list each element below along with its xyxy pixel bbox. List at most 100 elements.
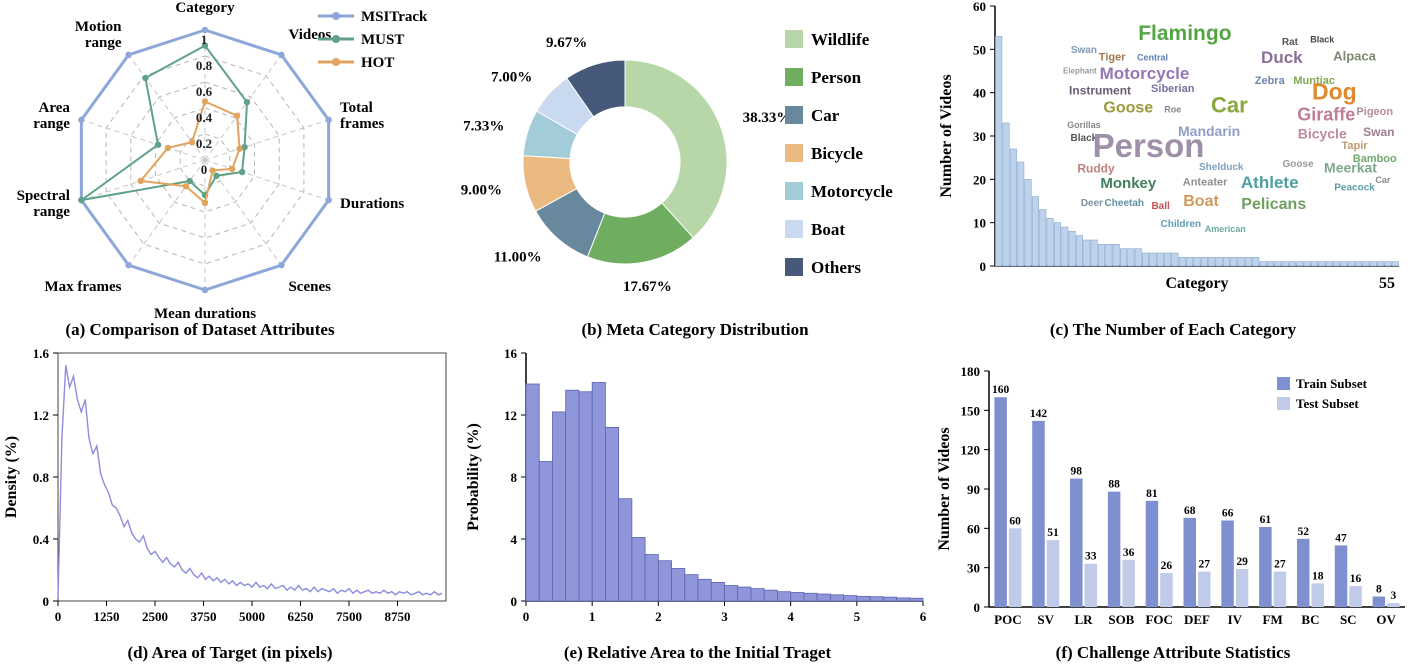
y-tick-label: 50 [973, 42, 986, 57]
bar-value-label: 60 [1009, 515, 1021, 527]
wordcloud-word: Swan [1363, 125, 1394, 139]
bar [1061, 226, 1069, 267]
wordcloud-word: Deer [1081, 198, 1103, 209]
y-tick-label: 20 [973, 172, 986, 187]
bar [1377, 261, 1385, 267]
donut-pct-label: 9.67% [546, 35, 587, 51]
bar [803, 592, 818, 602]
radar-axis-label: Total frames [340, 100, 384, 132]
bar [829, 594, 845, 602]
radar-marker [182, 183, 190, 190]
radar-axis-label: Spectral range [17, 188, 71, 220]
bar [1046, 218, 1054, 267]
bar [697, 578, 712, 602]
bar [882, 596, 897, 602]
bar [1105, 244, 1113, 267]
wordcloud-word: Elephant [1063, 67, 1097, 76]
radar-series [80, 44, 249, 202]
wordcloud-word: Alpaca [1333, 49, 1376, 64]
y-tick-label: 0 [43, 594, 50, 609]
legend-label: Others [811, 258, 861, 277]
bar [1183, 517, 1196, 607]
x-tick-label: 7500 [336, 609, 362, 624]
wordcloud-word: Cheetah [1105, 198, 1144, 209]
bar [684, 574, 699, 602]
radar-marker [325, 196, 332, 204]
grouped-bar-body: 0 30 60 90 120 150 180 160 60 POC 142 51 SV 98 33 LR 88 3… [936, 364, 1405, 627]
bar [1303, 261, 1311, 267]
x-tick-label: 8750 [385, 609, 411, 624]
bar [1252, 257, 1260, 267]
bar [1084, 563, 1098, 607]
panel-c-category-bar: 0 10 20 30 40 50 60 Number of Videos Category 55 F… [935, 0, 1411, 345]
wordcloud-word: Swan [1071, 45, 1097, 56]
donut-pct-label: 7.33% [463, 119, 504, 135]
radar-marker [325, 116, 332, 124]
radar-axis-label: Durations [340, 196, 404, 212]
radar-marker [154, 141, 162, 148]
wordcloud-word: Ruddy [1077, 161, 1115, 175]
y-tick-label: 180 [961, 364, 981, 379]
bar [763, 589, 778, 602]
bar [1070, 478, 1083, 607]
caption-e: (e) Relative Area to the Initial Traget [563, 643, 832, 662]
bar [552, 411, 567, 602]
bar [1230, 257, 1238, 267]
bar [724, 585, 739, 602]
bar [1122, 559, 1135, 607]
bar-value-label: 27 [1274, 559, 1286, 571]
radar-marker [241, 143, 248, 151]
x-category-label: POC [994, 612, 1021, 627]
bar [1160, 572, 1173, 607]
wordcloud-word: Flamingo [1138, 22, 1231, 45]
wordcloud-word: Giraffe [1297, 104, 1355, 124]
donut-slice [624, 59, 728, 239]
legend-label: Car [811, 106, 840, 125]
radar-marker [201, 42, 209, 49]
wordcloud-word: Motorcycle [1100, 64, 1190, 83]
bar [1186, 257, 1194, 267]
radar-tick-label: 0 [201, 162, 208, 177]
bar [1171, 252, 1179, 267]
radar-marker [213, 172, 220, 179]
radar-spoke [204, 119, 329, 161]
bar [1017, 161, 1025, 267]
bar-value-label: 52 [1297, 526, 1309, 538]
bar [565, 389, 580, 602]
y-tick-label: 0 [980, 259, 987, 274]
bar [1369, 261, 1377, 267]
x-category-label: SC [1340, 612, 1357, 627]
legend-label: MSITrack [361, 9, 428, 25]
bar [1296, 261, 1304, 267]
wordcloud-word: Rat [1282, 37, 1299, 48]
bar [1039, 209, 1047, 267]
bar [1031, 196, 1039, 267]
legend-swatch [1277, 397, 1290, 410]
bar [1266, 261, 1274, 267]
radar-axis-label: Videos [288, 27, 331, 43]
y-tick-label: 1.6 [33, 346, 50, 361]
legend-marker [332, 35, 340, 43]
bar [591, 382, 606, 602]
x-tick-label: 4 [787, 609, 794, 624]
wordcloud-word: Person [1093, 127, 1205, 164]
panel-f-grouped-bar: 0 30 60 90 120 150 180 160 60 POC 142 51 SV 98 33 LR 88 3… [935, 345, 1411, 669]
bar-value-label: 98 [1071, 466, 1083, 478]
legend-swatch [785, 106, 803, 124]
wordcloud-word: Pigeon [1356, 106, 1393, 118]
bar [1372, 596, 1386, 607]
bar [909, 597, 924, 602]
radar-spoke [81, 119, 206, 161]
x-tick-label: 0 [523, 609, 530, 624]
legend-swatch [1277, 377, 1290, 390]
bar [1384, 261, 1392, 267]
bar [1107, 491, 1121, 607]
caption-a: (a) Comparison of Dataset Attributes [65, 320, 335, 339]
y-axis-label: Number of Videos [938, 74, 955, 197]
wordcloud-word: Athlete [1241, 173, 1299, 192]
wordcloud-word: Bicycle [1298, 126, 1347, 142]
bar [604, 427, 620, 602]
bar [1349, 586, 1362, 607]
bar [1112, 244, 1120, 267]
